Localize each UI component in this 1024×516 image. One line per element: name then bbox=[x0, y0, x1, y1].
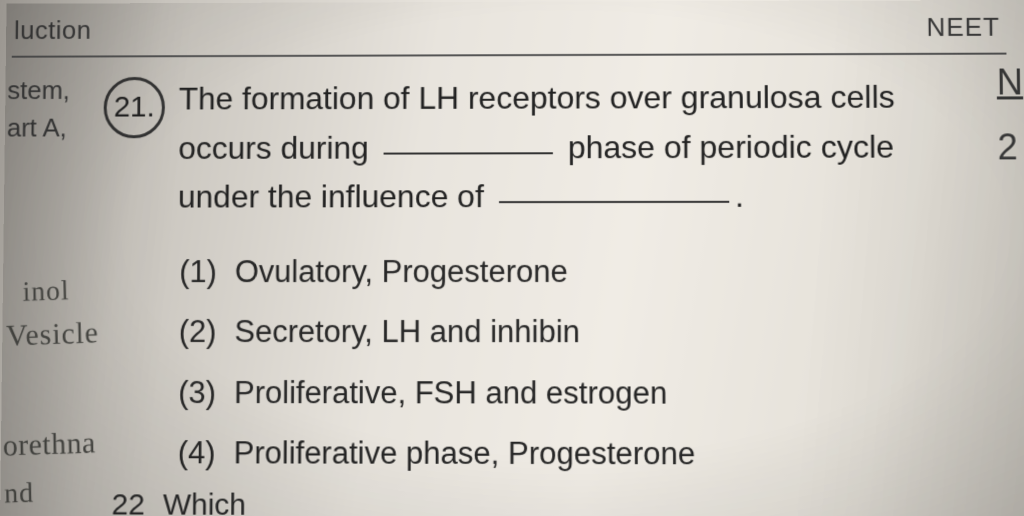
option-4-num: (4) bbox=[178, 423, 234, 484]
page: luction NEET stem, art A, N 2 21. The fo… bbox=[0, 0, 1024, 516]
header-right-fragment: NEET bbox=[926, 12, 1000, 43]
handwriting-3: orethna bbox=[3, 426, 97, 463]
left-margin-text: stem, art A, bbox=[7, 72, 70, 148]
option-4-text: Proliferative phase, Progesterone bbox=[233, 423, 695, 485]
blank-2 bbox=[499, 201, 729, 203]
option-2-num: (2) bbox=[179, 302, 235, 362]
horizontal-rule bbox=[12, 53, 1007, 58]
right-margin-text: N 2 bbox=[996, 60, 1024, 171]
right-margin-two: 2 bbox=[997, 124, 1024, 171]
next-question-text: Which bbox=[163, 488, 246, 516]
option-3-num: (3) bbox=[178, 363, 234, 424]
option-3: (3) Proliferative, FSH and estrogen bbox=[178, 363, 978, 425]
option-1-text: Ovulatory, Progesterone bbox=[235, 242, 568, 303]
handwriting-1: inol bbox=[22, 275, 70, 308]
handwriting-2: Vesicle bbox=[6, 316, 100, 353]
right-margin-n: N bbox=[996, 60, 1024, 107]
question-number-circle: 21. bbox=[103, 77, 165, 138]
header-row: luction NEET bbox=[6, 12, 1024, 52]
handwriting-4: nd bbox=[4, 478, 35, 511]
left-margin-line2: art A, bbox=[7, 110, 70, 146]
option-4: (4) Proliferative phase, Progesterone bbox=[178, 423, 980, 486]
option-1: (1) Ovulatory, Progesterone bbox=[179, 241, 977, 302]
option-1-num: (1) bbox=[179, 242, 235, 302]
option-2-text: Secretory, LH and inhibin bbox=[234, 302, 580, 363]
question-head: 21. The formation of LH receptors over g… bbox=[103, 73, 977, 223]
next-question-fragment: 22 Which bbox=[111, 488, 246, 516]
next-question-number: 22 bbox=[111, 488, 145, 516]
question-block: 21. The formation of LH receptors over g… bbox=[100, 73, 979, 486]
option-2: (2) Secretory, LH and inhibin bbox=[179, 302, 978, 363]
left-margin-line1: stem, bbox=[7, 72, 70, 108]
question-part3: . bbox=[735, 178, 744, 214]
header-left-fragment: luction bbox=[14, 15, 92, 46]
options-list: (1) Ovulatory, Progesterone (2) Secretor… bbox=[178, 241, 980, 485]
option-3-text: Proliferative, FSH and estrogen bbox=[234, 363, 668, 424]
blank-1 bbox=[384, 152, 553, 154]
question-text: The formation of LH receptors over granu… bbox=[178, 73, 976, 223]
